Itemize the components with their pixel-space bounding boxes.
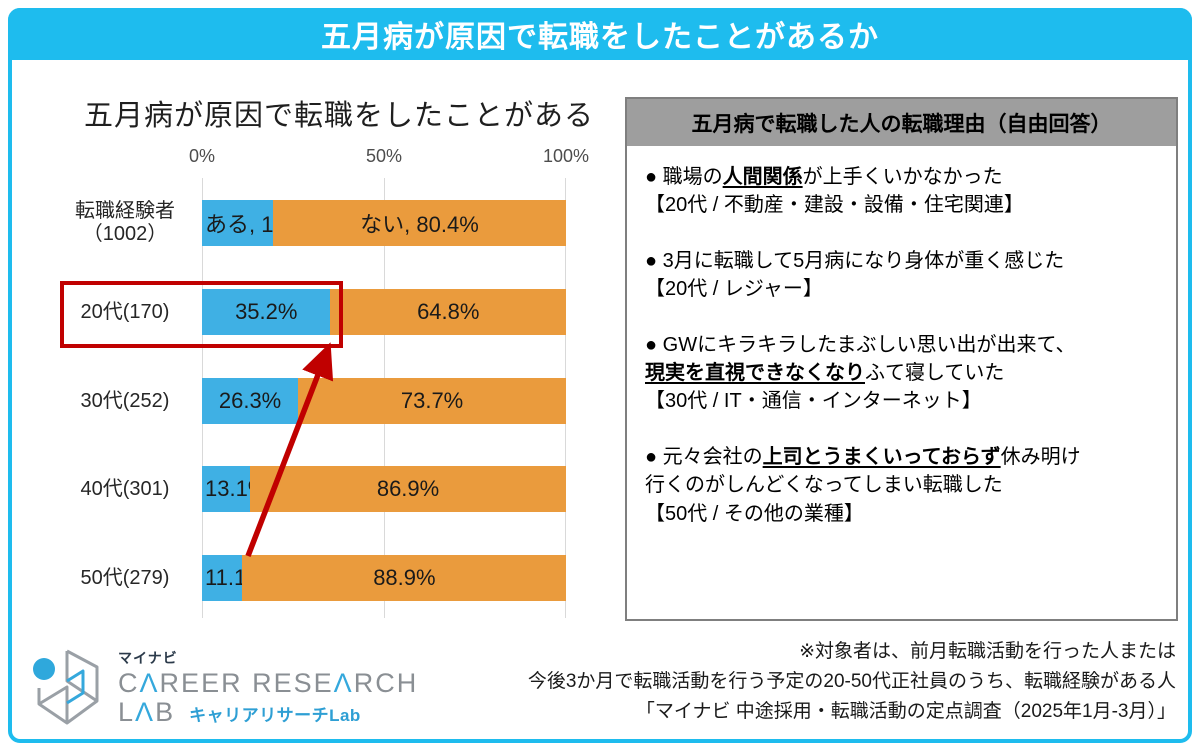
reasons-list: ● 職場の人間関係が上手くいかなかった 【20代 / 不動産・建設・設備・住宅関連… [627,146,1176,528]
bar-label: 35.2% [235,299,298,324]
highlight-arrow-icon [245,342,334,557]
chart-title: 五月病が原因で転職をしたことがある [84,100,595,132]
logo-career-research-lab-jp: キャリアリサーチLab [189,705,361,725]
reasons-box: 五月病で転職した人の転職理由（自由回答） ● 職場の人間関係が上手くいかなかった… [625,97,1178,621]
reason-line: 【30代 / IT・通信・インターネット】 [645,390,982,413]
category-label: 30代(252) [80,389,170,412]
bar-segment-ない [330,289,566,335]
category-label: 20代(170) [80,300,170,323]
bar-segment-ある [202,200,274,246]
bar-segment-ない [273,200,566,246]
x-axis-tick-50: 50% [365,146,403,166]
reason-line: 【20代 / レジャー】 [645,278,823,301]
category-label: 50代(279) [80,566,170,589]
bar-segment-ある [202,378,298,424]
bar-row: 35.2% 64.8% [202,289,566,335]
reasons-box-title: 五月病で転職した人の転職理由（自由回答） [691,112,1112,136]
career-research-lab-logo-mark [33,649,99,725]
x-axis-tick-100: 100% [542,146,590,166]
title-banner: 五月病が原因で転職をしたことがあるか [8,8,1192,60]
career-research-lab-logo: マイナビ CΛREER RESEΛRCH LΛB キャリアリサーチLab [28,646,418,728]
bar-segment-ない [297,378,566,424]
logo-text-block: マイナビ CΛREER RESEΛRCH LΛB キャリアリサーチLab [118,648,418,726]
bar-label: 86.9% [376,476,440,501]
logo-lab: LΛB [118,696,176,727]
bar-label: 26.3% [218,388,282,413]
bar-label: 64.8% [417,299,480,324]
bar-segment-ない [249,466,566,512]
bar-segment-ある [202,555,243,601]
category-label: 40代(301) [80,477,170,500]
page-title: 五月病が原因で転職をしたことがあるか [321,21,879,54]
highlight-red-box [60,281,343,348]
bar-row: 11.1% 88.9% [202,555,566,601]
reason-line: 行くのがしんどくなってしまい転職した [645,474,1003,497]
reason-line: ● 職場の人間関係が上手くいかなかった [645,166,1003,188]
bar-row: 13.1% 86.9% [202,466,566,512]
bar-row: 26.3% 73.7% [202,378,566,424]
footnote: ※対象者は、前月転職活動を行った人または今後3か月で転職活動を行う予定の20-5… [528,637,1176,727]
logo-career-research: CΛREER RESEΛRCH [118,668,419,699]
bar-chart-plot-area: ある, 19.6% ない, 80.4% 35.2% 64.8% 26.3% 73.7% 13… [202,178,566,618]
bar-label: 73.7% [400,388,464,413]
bar-row: ある, 19.6% ない, 80.4% [202,200,566,246]
bar-segment-ある [202,289,331,335]
bar-segment-ある [202,466,250,512]
footnote-line: 「マイナビ 中途採用・転職活動の定点調査（2025年1月-3月）」 [635,701,1176,723]
reasons-box-header: 五月病で転職した人の転職理由（自由回答） [627,99,1176,146]
footnote-line: 今後3か月で転職活動を行う予定の20-50代正社員のうち、転職経験がある人 [527,671,1176,693]
reason-line: 【50代 / その他の業種】 [645,502,864,525]
bar-label: 88.9% [373,565,436,590]
reason-item: ● 3月に転職して5月病になり身体が重く感じた 【20代 / レジャー】 [645,247,1158,304]
logo-brand-mynavi: マイナビ [118,650,178,667]
bar-segment-ない [242,555,566,601]
bar-label: ない, 80.4% [360,212,479,237]
reason-item: ● 元々会社の上司とうまくいっておらず休み明け 行くのがしんどくなってしまい転職し… [645,443,1158,528]
logo-lab-row: LΛB キャリアリサーチLab [118,696,418,727]
reason-line: 【20代 / 不動産・建設・設備・住宅関連】 [645,194,1024,217]
category-label: 転職経験者 （1002） [75,200,175,245]
reason-line: ● 元々会社の上司とうまくいっておらず休み明け [645,445,1081,468]
footnote-line: ※対象者は、前月転職活動を行った人または [799,641,1176,662]
reason-line: 現実を直視できなくなりふて寝していた [645,361,1005,384]
reason-item: ● GWにキラキラしたまぶしい思い出が出来て、 現実を直視できなくなりふて寝してい… [645,331,1158,416]
reason-line: ● GWにキラキラしたまぶしい思い出が出来て、 [645,333,1076,356]
x-axis-tick-0: 0% [188,146,215,166]
reason-line: ● 3月に転職して5月病になり身体が重く感じた [645,249,1065,272]
reason-item: ● 職場の人間関係が上手くいかなかった 【20代 / 不動産・建設・設備・住宅関連… [645,163,1158,220]
